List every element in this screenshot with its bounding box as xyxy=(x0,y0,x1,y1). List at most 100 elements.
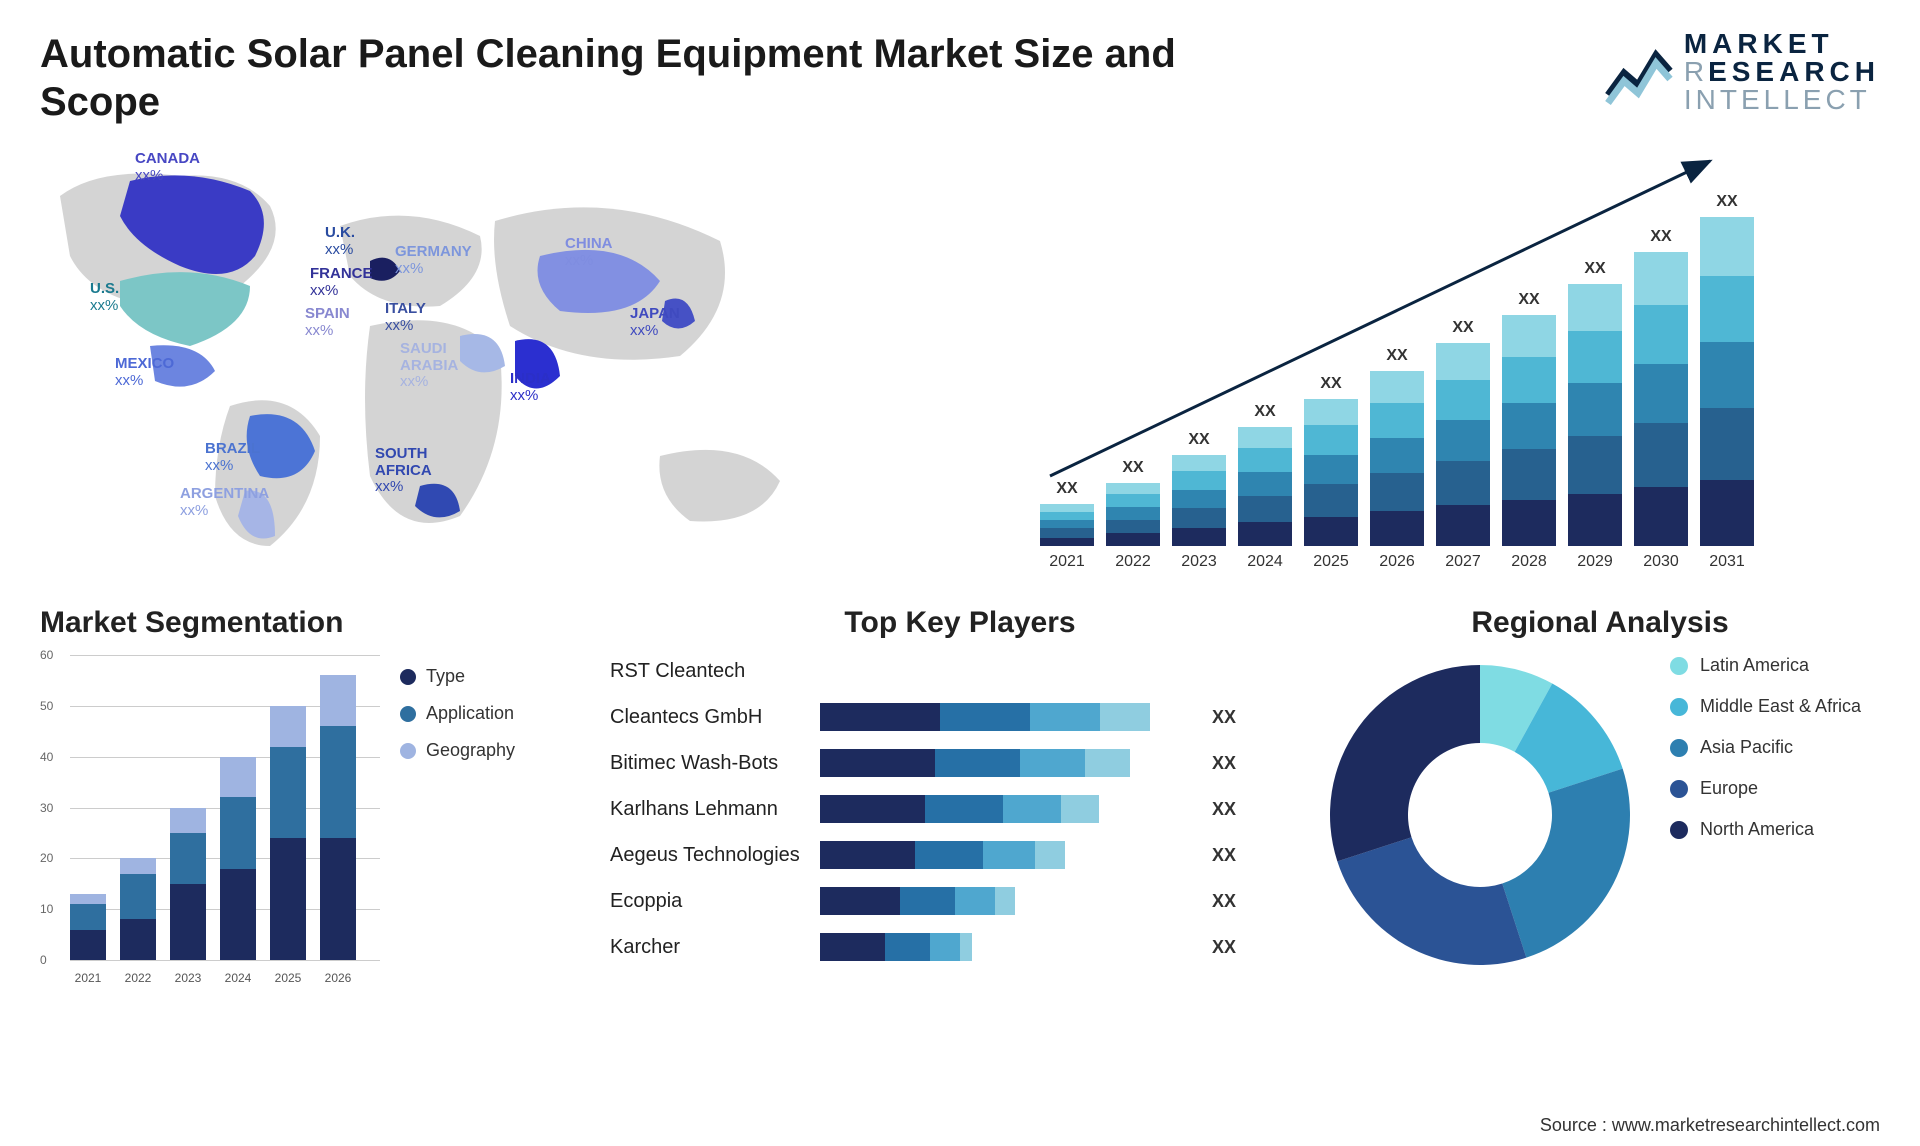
legend-dot-icon xyxy=(1670,821,1688,839)
growth-bar-chart: XX2021XX2022XX2023XX2024XX2025XX2026XX20… xyxy=(1040,146,1880,576)
map-label-spain: SPAINxx% xyxy=(305,306,350,339)
logo-line2: RESEARCH xyxy=(1684,58,1880,86)
reg-legend-asia-pacific: Asia Pacific xyxy=(1670,737,1861,758)
kp-bar-seg xyxy=(960,933,972,961)
company-logo: MARKET RESEARCH INTELLECT xyxy=(1604,30,1880,114)
growth-bar-year-2022: 2022 xyxy=(1115,553,1151,571)
growth-bar-2029 xyxy=(1568,284,1622,547)
map-label-brazil: BRAZILxx% xyxy=(205,441,260,474)
reg-legend-north-america: North America xyxy=(1670,819,1861,840)
growth-bar-year-2030: 2030 xyxy=(1643,553,1679,571)
seg-xlabel-2025: 2025 xyxy=(275,971,302,985)
kp-bar-seg xyxy=(983,841,1035,869)
kp-bar-seg xyxy=(820,841,915,869)
map-label-italy: ITALYxx% xyxy=(385,301,426,334)
seg-legend-geography: Geography xyxy=(400,740,515,761)
map-label-u.k.: U.K.xx% xyxy=(325,225,355,258)
seg-gridline xyxy=(70,960,380,961)
map-label-india: INDIAxx% xyxy=(510,371,551,404)
map-label-argentina: ARGENTINAxx% xyxy=(180,486,269,519)
kp-bar-seg xyxy=(915,841,983,869)
regional-title: Regional Analysis xyxy=(1320,606,1880,640)
kp-bar-seg xyxy=(1003,795,1061,823)
growth-bar-2028 xyxy=(1502,315,1556,546)
kp-name: Bitimec Wash-Bots xyxy=(610,752,820,775)
kp-bar-seg xyxy=(820,749,935,777)
seg-legend-application: Application xyxy=(400,703,515,724)
kp-bar-seg xyxy=(1030,703,1100,731)
growth-bar-2021 xyxy=(1040,504,1094,546)
donut-slice-asia-pacific xyxy=(1502,769,1630,958)
kp-name: Karcher xyxy=(610,936,820,959)
kp-bar-seg xyxy=(820,703,940,731)
kp-name: Ecoppia xyxy=(610,890,820,913)
regional-legend: Latin AmericaMiddle East & AfricaAsia Pa… xyxy=(1670,655,1861,860)
regional-content: Latin AmericaMiddle East & AfricaAsia Pa… xyxy=(1320,655,1880,975)
growth-bar-year-2027: 2027 xyxy=(1445,553,1481,571)
kp-name: Cleantecs GmbH xyxy=(610,706,820,729)
kp-bar-seg xyxy=(820,887,900,915)
seg-bar-2021 xyxy=(70,894,106,960)
kp-bar xyxy=(820,749,1200,777)
kp-row-bitimec-wash-bots: Bitimec Wash-BotsXX xyxy=(610,747,1310,779)
map-us xyxy=(120,272,250,346)
seg-bar-2022 xyxy=(120,858,156,960)
kp-bar xyxy=(820,841,1200,869)
growth-bar-value-2024: XX xyxy=(1254,403,1275,421)
seg-xlabel-2026: 2026 xyxy=(325,971,352,985)
kp-bar-seg xyxy=(995,887,1015,915)
kp-row-aegeus-technologies: Aegeus TechnologiesXX xyxy=(610,839,1310,871)
map-label-south-africa: SOUTHAFRICAxx% xyxy=(375,446,432,496)
key-players-title: Top Key Players xyxy=(610,606,1310,640)
growth-bar-value-2021: XX xyxy=(1056,480,1077,498)
seg-ytick: 30 xyxy=(40,801,53,815)
kp-value: XX xyxy=(1212,707,1236,728)
kp-value: XX xyxy=(1212,799,1236,820)
seg-bar-2026 xyxy=(320,675,356,960)
seg-ytick: 10 xyxy=(40,902,53,916)
key-players-panel: Top Key Players RST CleantechCleantecs G… xyxy=(610,606,1310,1006)
map-label-saudi-arabia: SAUDIARABIAxx% xyxy=(400,341,458,391)
growth-bar-value-2025: XX xyxy=(1320,375,1341,393)
legend-dot-icon xyxy=(1670,657,1688,675)
map-label-germany: GERMANYxx% xyxy=(395,244,472,277)
kp-bar-seg xyxy=(955,887,995,915)
key-players-rows: RST CleantechCleantecs GmbHXXBitimec Was… xyxy=(610,655,1310,963)
growth-bar-year-2024: 2024 xyxy=(1247,553,1283,571)
growth-bar-2024 xyxy=(1238,427,1292,546)
segmentation-legend: TypeApplicationGeography xyxy=(400,666,515,777)
segmentation-title: Market Segmentation xyxy=(40,606,600,640)
kp-bar-seg xyxy=(820,795,925,823)
regional-panel: Regional Analysis Latin AmericaMiddle Ea… xyxy=(1320,606,1880,1006)
growth-bar-2030 xyxy=(1634,252,1688,546)
kp-bar-seg xyxy=(930,933,960,961)
header: Automatic Solar Panel Cleaning Equipment… xyxy=(40,30,1880,126)
seg-ytick: 60 xyxy=(40,648,53,662)
growth-bar-value-2026: XX xyxy=(1386,347,1407,365)
logo-text: MARKET RESEARCH INTELLECT xyxy=(1684,30,1880,114)
kp-row-karlhans-lehmann: Karlhans Lehmann XX xyxy=(610,793,1310,825)
legend-dot-icon xyxy=(1670,780,1688,798)
growth-bar-year-2021: 2021 xyxy=(1049,553,1085,571)
growth-bar-value-2022: XX xyxy=(1122,459,1143,477)
reg-legend-europe: Europe xyxy=(1670,778,1861,799)
seg-ytick: 0 xyxy=(40,953,47,967)
growth-bar-year-2029: 2029 xyxy=(1577,553,1613,571)
kp-value: XX xyxy=(1212,845,1236,866)
seg-ytick: 50 xyxy=(40,699,53,713)
logo-icon xyxy=(1604,37,1676,107)
growth-bar-2023 xyxy=(1172,455,1226,546)
segmentation-panel: Market Segmentation 01020304050602021202… xyxy=(40,606,600,1006)
growth-bar-year-2026: 2026 xyxy=(1379,553,1415,571)
page-title: Automatic Solar Panel Cleaning Equipment… xyxy=(40,30,1240,126)
growth-bar-2027 xyxy=(1436,343,1490,546)
map-australia xyxy=(659,450,780,522)
seg-gridline xyxy=(70,655,380,656)
seg-ytick: 20 xyxy=(40,851,53,865)
kp-bar xyxy=(820,887,1200,915)
regional-donut xyxy=(1320,655,1640,975)
map-label-mexico: MEXICOxx% xyxy=(115,356,174,389)
donut-slice-europe xyxy=(1337,837,1526,965)
kp-name: Karlhans Lehmann xyxy=(610,798,820,821)
kp-bar xyxy=(820,795,1200,823)
